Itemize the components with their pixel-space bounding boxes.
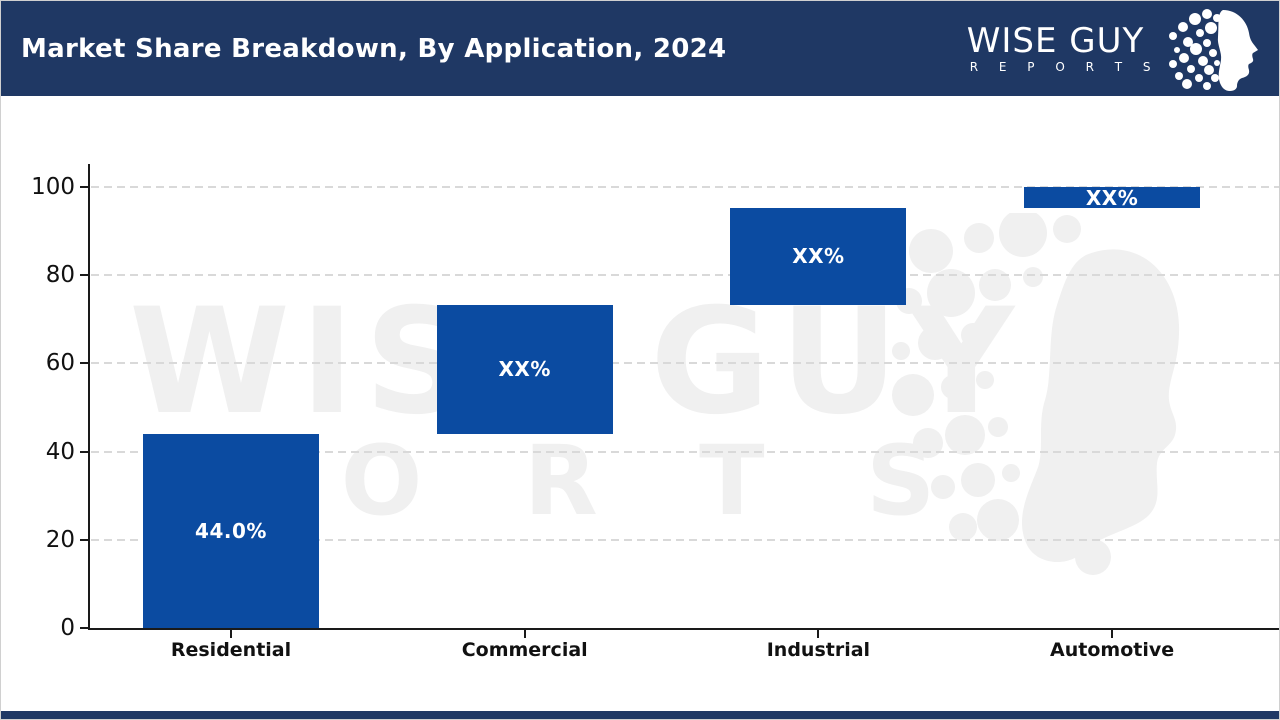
y-tick-label-60: 60 (45, 350, 75, 377)
footer-brand-strip (1, 711, 1279, 719)
logo-face-icon (1169, 8, 1258, 91)
bar-residential: 44.0% (143, 433, 319, 628)
x-label-industrial: Industrial (766, 639, 871, 661)
wise-guy-reports-logo: WISE GUY R E P O R T S (967, 6, 1265, 92)
gridline-80 (91, 274, 1279, 277)
bar-value-label: 44.0% (195, 518, 267, 543)
gridline-60 (91, 362, 1279, 365)
y-tick-20 (80, 538, 88, 541)
y-tick-label-0: 0 (60, 615, 75, 641)
y-tick-label-80: 80 (45, 262, 75, 289)
y-tick-label-100: 100 (31, 174, 75, 200)
y-tick-label-20: 20 (45, 526, 75, 553)
y-tick-0 (80, 627, 88, 629)
gridline-40 (91, 450, 1279, 453)
y-tick-label-40: 40 (45, 438, 75, 465)
x-tick-residential (230, 630, 232, 638)
y-tick-100 (80, 186, 88, 188)
y-axis-spine (88, 164, 90, 630)
watermark-face-icon (892, 213, 1180, 575)
bar-value-label: XX% (1085, 185, 1139, 210)
x-axis-spine (88, 628, 1279, 630)
y-tick-80 (80, 274, 88, 277)
x-tick-commercial (523, 630, 526, 638)
logo-wordmark: WISE GUY (966, 21, 1145, 61)
x-tick-industrial (817, 630, 820, 638)
bar-value-label: XX% (792, 244, 845, 269)
bar-industrial: XX% (730, 208, 907, 305)
bar-automotive: XX% (1024, 185, 1201, 210)
bar-commercial: XX% (436, 304, 613, 434)
chart-title: Market Share Breakdown, By Application, … (21, 33, 727, 64)
y-tick-40 (80, 450, 88, 453)
x-label-automotive: Automotive (1050, 639, 1175, 661)
logo-text: WISE GUY R E P O R T S (967, 24, 1159, 73)
x-tick-automotive (1111, 630, 1114, 638)
y-tick-60 (80, 362, 88, 365)
x-label-commercial: Commercial (461, 639, 588, 661)
gridline-100 (91, 186, 1279, 188)
gridline-20 (91, 538, 1279, 541)
bar-value-label: XX% (498, 357, 551, 382)
x-label-residential: Residential (170, 639, 292, 661)
logo-subtitle: R E P O R T S (969, 60, 1159, 74)
header-band: Market Share Breakdown, By Application, … (1, 1, 1279, 96)
